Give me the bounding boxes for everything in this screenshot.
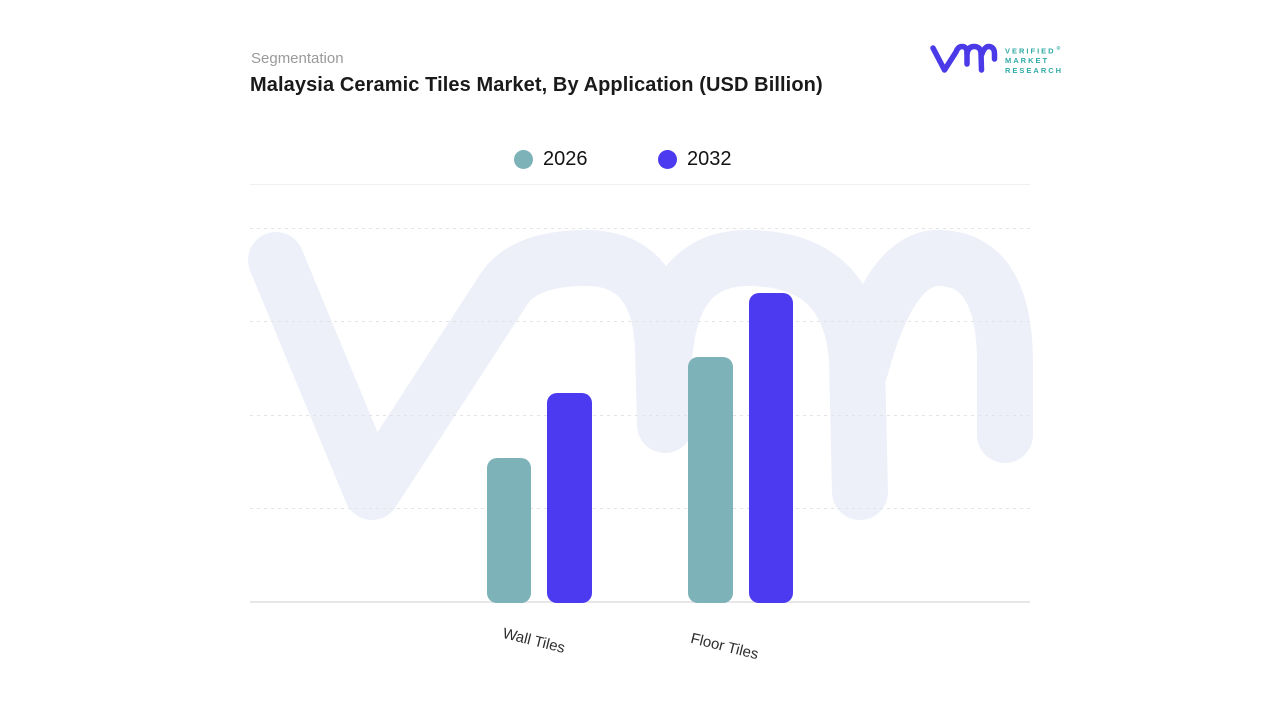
x-axis-label-wall-tiles: Wall Tiles bbox=[500, 625, 567, 657]
gridline-3 bbox=[250, 321, 1030, 322]
legend-label-2032: 2032 bbox=[687, 148, 732, 170]
logo-word-research: RESEARCH bbox=[1005, 65, 1064, 75]
gridline-2 bbox=[250, 415, 1030, 416]
vmr-watermark-icon bbox=[248, 230, 1033, 520]
bar-floor-tiles-2026[interactable] bbox=[688, 357, 733, 603]
gridline-1 bbox=[250, 508, 1030, 509]
gridline-4 bbox=[250, 228, 1030, 229]
brand-wordmark: VERIFIED® MARKET RESEARCH bbox=[1005, 45, 1063, 75]
logo-word-verified: VERIFIED® bbox=[1005, 46, 1061, 56]
legend-label-2026: 2026 bbox=[543, 148, 588, 170]
legend-swatch-2026 bbox=[514, 150, 533, 169]
x-axis-label-floor-tiles: Floor Tiles bbox=[688, 630, 761, 664]
legend-item-2032[interactable]: 2032 bbox=[658, 148, 732, 171]
x-axis-line bbox=[250, 601, 1030, 603]
brand-logo: VERIFIED® MARKET RESEARCH bbox=[930, 42, 1063, 76]
bar-chart: Wall Tiles Floor Tiles bbox=[248, 185, 1033, 663]
page-title: Malaysia Ceramic Tiles Market, By Applic… bbox=[250, 74, 823, 96]
legend-item-2026[interactable]: 2026 bbox=[514, 148, 588, 171]
bar-floor-tiles-2032[interactable] bbox=[749, 293, 793, 603]
bar-wall-tiles-2026[interactable] bbox=[487, 458, 531, 603]
legend-divider bbox=[250, 184, 1030, 185]
vmr-logo-icon bbox=[930, 43, 998, 73]
legend-swatch-2032 bbox=[658, 150, 677, 169]
bar-wall-tiles-2032[interactable] bbox=[547, 393, 592, 603]
registered-mark-icon: ® bbox=[1056, 46, 1061, 52]
logo-word-market: MARKET bbox=[1005, 56, 1050, 65]
eyebrow-label: Segmentation bbox=[251, 50, 344, 67]
